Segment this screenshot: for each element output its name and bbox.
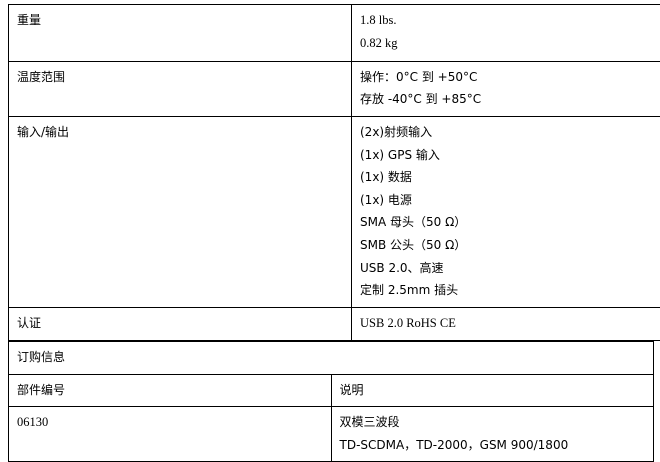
spec-value-line: 存放 -40°C 到 +85°C (360, 90, 660, 109)
table-row: 订购信息 (9, 342, 654, 375)
spec-value-cell: 操作：0°C 到 +50°C 存放 -40°C 到 +85°C (352, 61, 660, 116)
table-row: 重量 1.8 lbs. 0.82 kg (9, 5, 660, 62)
ordering-part-number-cell: 06130 (9, 407, 332, 462)
spec-value-line: SMB 公头（50 Ω） (360, 236, 660, 255)
spec-value-cell: (2x)射频输入 (1x) GPS 输入 (1x) 数据 (1x) 电源 SMA… (352, 116, 660, 307)
spec-label-cell: 温度范围 (9, 61, 352, 116)
spec-value-line: 操作：0°C 到 +50°C (360, 68, 660, 87)
spec-value-line: (1x) 数据 (360, 168, 660, 187)
spec-value-line: SMA 母头（50 Ω） (360, 213, 660, 232)
ordering-title-cell: 订购信息 (9, 342, 654, 375)
description-line: 双模三波段 (340, 413, 646, 432)
spec-label-cell: 重量 (9, 5, 352, 62)
column-header-part-number: 部件编号 (17, 381, 323, 400)
spec-value-cell: 1.8 lbs. 0.82 kg (352, 5, 660, 62)
table-row: 部件编号 说明 (9, 374, 654, 407)
spec-label-cell: 认证 (9, 307, 352, 340)
spec-value-line: 定制 2.5mm 插头 (360, 281, 660, 300)
ordering-description-cell: 双模三波段 TD-SCDMA，TD-2000，GSM 900/1800 (331, 407, 654, 462)
spec-label-certification: 认证 (17, 314, 343, 333)
spec-value-line: 0.82 kg (360, 34, 660, 53)
table-row: 认证 USB 2.0 RoHS CE (9, 307, 660, 340)
part-number-value: 06130 (17, 413, 323, 432)
description-line: TD-SCDMA，TD-2000，GSM 900/1800 (340, 436, 646, 455)
spec-value-line: USB 2.0、高速 (360, 259, 660, 278)
spec-label-cell: 输入/输出 (9, 116, 352, 307)
spec-value-line: (1x) GPS 输入 (360, 146, 660, 165)
document-page: 重量 1.8 lbs. 0.82 kg 温度范围 操作：0°C 到 +50°C … (0, 0, 660, 444)
spec-label-input-output: 输入/输出 (17, 123, 343, 142)
spec-value-line: USB 2.0 RoHS CE (360, 314, 660, 333)
table-row: 输入/输出 (2x)射频输入 (1x) GPS 输入 (1x) 数据 (1x) … (9, 116, 660, 307)
table-row: 06130 双模三波段 TD-SCDMA，TD-2000，GSM 900/180… (9, 407, 654, 462)
spec-value-line: (1x) 电源 (360, 191, 660, 210)
spec-label-weight: 重量 (17, 11, 343, 30)
spec-value-line: (2x)射频输入 (360, 123, 660, 142)
column-header-description: 说明 (340, 381, 646, 400)
ordering-header-description-cell: 说明 (331, 374, 654, 407)
spec-label-temperature-range: 温度范围 (17, 68, 343, 87)
table-row: 温度范围 操作：0°C 到 +50°C 存放 -40°C 到 +85°C (9, 61, 660, 116)
ordering-header-part-number-cell: 部件编号 (9, 374, 332, 407)
spec-value-cell: USB 2.0 RoHS CE (352, 307, 660, 340)
specifications-table: 重量 1.8 lbs. 0.82 kg 温度范围 操作：0°C 到 +50°C … (8, 4, 660, 341)
spec-value-line: 1.8 lbs. (360, 11, 660, 30)
ordering-title: 订购信息 (17, 348, 645, 367)
